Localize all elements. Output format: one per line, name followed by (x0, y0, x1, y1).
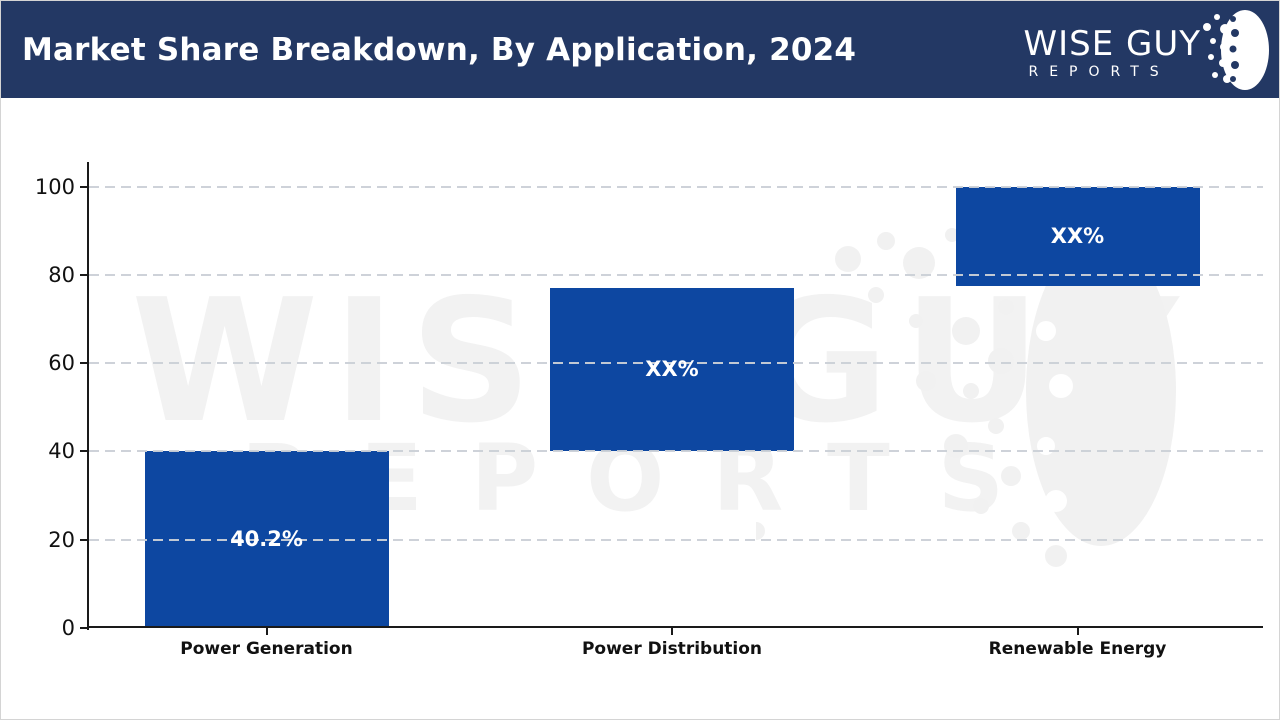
y-tick-label-0: 0 (61, 616, 75, 640)
y-axis-line (87, 162, 89, 630)
y-tick-0 (80, 627, 89, 629)
gridline-80 (89, 273, 1263, 276)
gridline-100 (89, 185, 1263, 188)
brand-logo-text: WISE GUY REPORTS (1023, 27, 1201, 80)
x-axis-label-power-distribution: Power Distribution (581, 639, 763, 659)
bar-value-label-power-distribution: XX% (645, 357, 699, 382)
plot-area: 40.2% XX% XX% 0 20 40 60 80 100 Power Generation P… (35, 162, 1263, 659)
y-tick-80 (80, 273, 89, 276)
brand-face-icon (1203, 10, 1269, 90)
y-tick-40 (80, 450, 89, 453)
gridline-40 (89, 450, 1263, 453)
x-axis-label-power-generation: Power Generation (180, 639, 353, 659)
bar-power-distribution (550, 288, 794, 451)
brand-subtitle: REPORTS (1028, 64, 1170, 80)
y-tick-60 (80, 362, 89, 365)
gridline-60 (89, 362, 1263, 365)
y-tick-label-40: 40 (48, 439, 75, 464)
x-tick-power-distribution (671, 628, 673, 635)
brand-name: WISE GUY (1023, 24, 1201, 64)
x-tick-renewable-energy (1076, 628, 1079, 635)
brand-logo: WISE GUY REPORTS (1011, 5, 1271, 95)
header-bar: Market Share Breakdown, By Application, … (1, 1, 1279, 98)
bar-value-label-power-generation: 40.2% (230, 527, 303, 552)
y-tick-100 (80, 185, 89, 188)
y-tick-label-60: 60 (48, 351, 75, 376)
y-tick-20 (80, 538, 89, 541)
x-axis-label-renewable-energy: Renewable Energy (988, 639, 1167, 659)
y-tick-label-100: 100 (34, 174, 75, 199)
bar-value-label-renewable-energy: XX% (1050, 224, 1105, 249)
x-tick-power-generation (265, 628, 268, 635)
x-axis-line (87, 626, 1263, 628)
watermark-face-icon (756, 228, 1176, 567)
gridline-20 (89, 538, 1263, 541)
bar-renewable-energy (955, 186, 1200, 286)
chart-title: Market Share Breakdown, By Application, … (22, 31, 857, 68)
y-tick-label-80: 80 (48, 262, 75, 287)
y-tick-label-20: 20 (48, 527, 75, 552)
